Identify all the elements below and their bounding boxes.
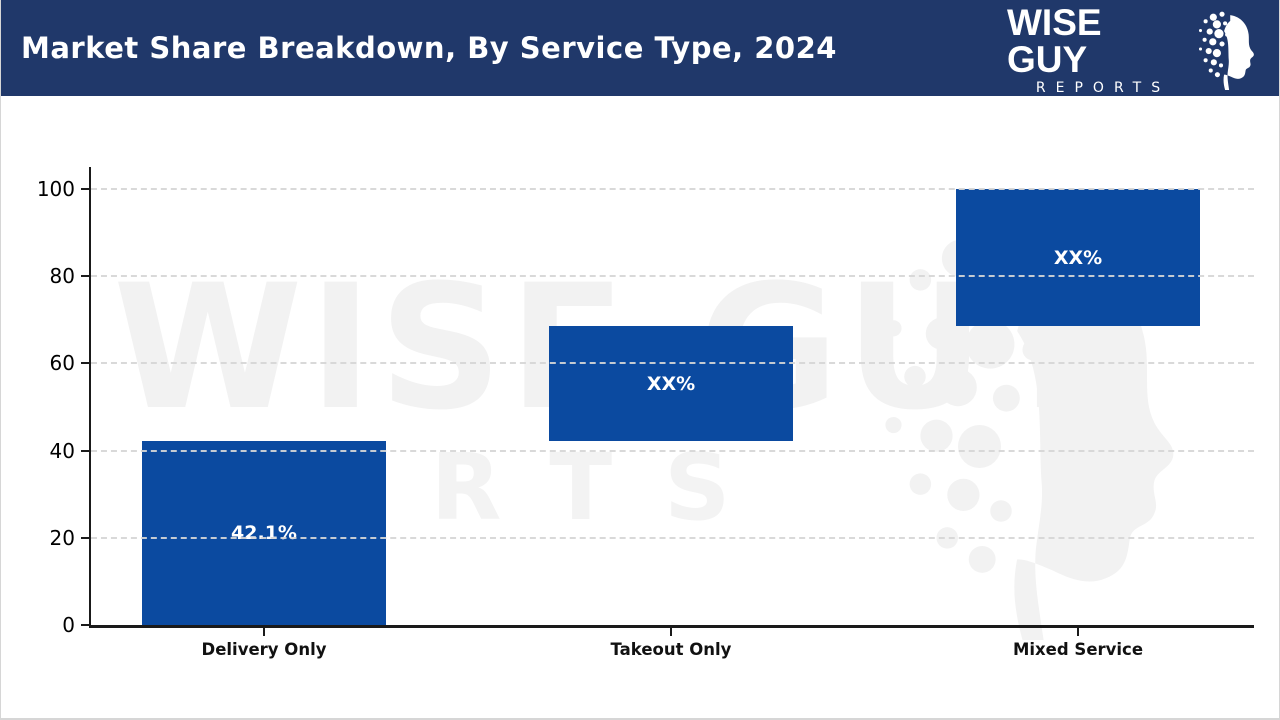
gridline-60 [91,362,1254,365]
gridline-40 [91,449,1254,452]
x-category-label: Delivery Only [201,640,327,659]
y-tick-mark [81,275,89,278]
y-tick-mark [81,536,89,539]
bar-value-label: XX% [646,372,696,395]
y-tick-mark [81,362,89,365]
y-tick-label: 0 [62,613,75,637]
y-tick-mark [81,449,89,452]
y-tick-label: 20 [49,525,75,550]
bar-mixed-service: XX% [956,189,1200,327]
x-axis-spine [89,625,1254,628]
brand-logo: WISE GUY REPORTS [1007,4,1267,95]
x-category-label: Mixed Service [1012,640,1144,659]
gridline-20 [91,536,1254,539]
x-tick-mark [670,628,672,636]
page-title: Market Share Breakdown, By Service Type,… [21,31,837,65]
brand-subname: REPORTS [1035,79,1171,96]
y-tick-mark [81,188,89,190]
header: Market Share Breakdown, By Service Type,… [1,0,1279,96]
y-tick-label: 60 [49,351,75,376]
gridline-80 [91,275,1254,278]
x-tick-mark [1077,628,1079,636]
brand-name: WISE GUY [1007,1,1102,80]
brand-face-icon [1198,11,1254,90]
x-tick-mark [263,628,265,636]
y-tick-label: 40 [49,438,75,463]
gridline-100 [91,188,1254,190]
y-tick-label: 100 [36,177,75,201]
y-tick-mark [81,624,89,626]
brand-wordmark: WISE GUY REPORTS [1007,4,1189,95]
bar-value-label: XX% [1053,246,1103,269]
y-axis-spine [89,167,91,627]
x-category-label: Takeout Only [610,640,732,659]
y-tick-label: 80 [49,264,75,289]
bar-delivery-only: 42.1% [142,441,386,625]
bar-takeout-only: XX% [549,326,793,442]
bar-value-label: 42.1% [231,522,297,545]
